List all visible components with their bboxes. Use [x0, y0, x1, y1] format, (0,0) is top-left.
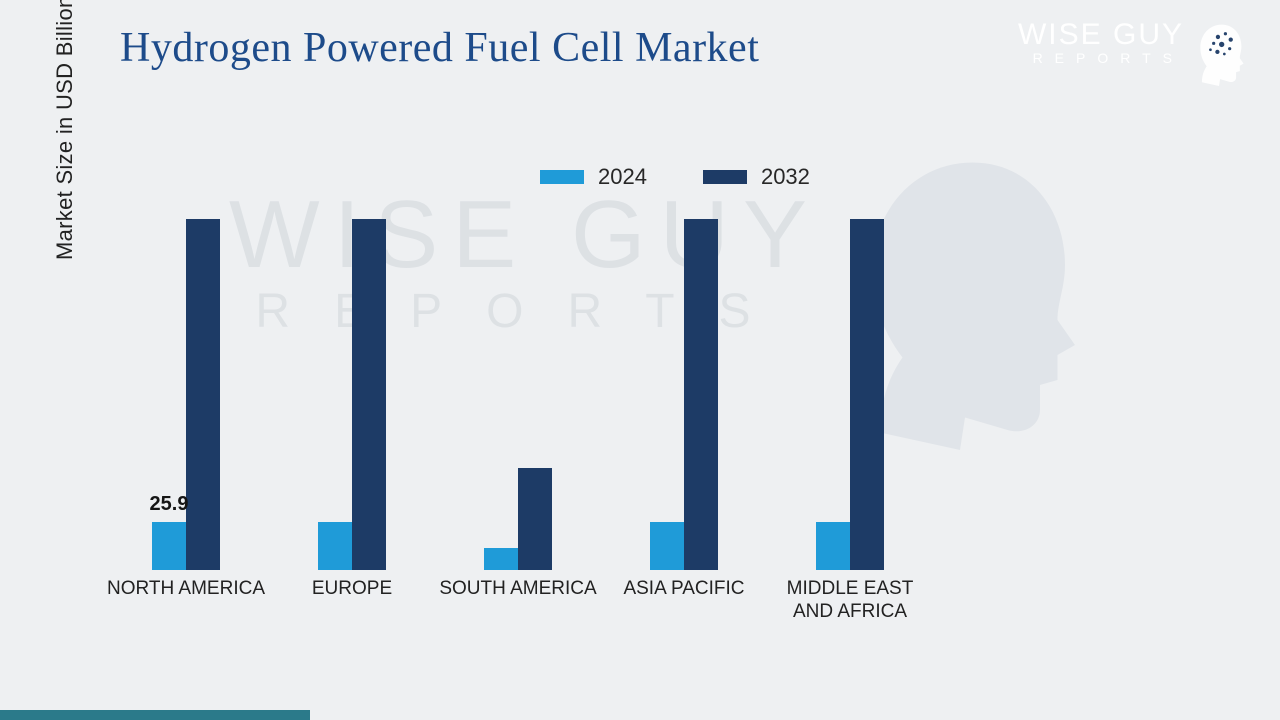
bar-2032-mea	[850, 219, 884, 571]
legend: 2024 2032	[540, 164, 810, 190]
value-label-2024-na: 25.9	[150, 493, 189, 516]
bar-2024-ap	[650, 522, 684, 570]
brand-logo: WISE GUY REPORTS	[998, 18, 1248, 98]
chart-title: Hydrogen Powered Fuel Cell Market	[120, 24, 759, 72]
accent-strip	[0, 710, 310, 720]
x-label-ap: ASIA PACIFIC	[604, 578, 764, 601]
legend-item-2024: 2024	[540, 164, 647, 190]
bar-2024-na	[152, 522, 186, 570]
legend-swatch-2032	[703, 170, 747, 184]
stage: Hydrogen Powered Fuel Cell Market WISE G…	[0, 0, 1280, 720]
legend-item-2032: 2032	[703, 164, 810, 190]
bar-2024-eu	[318, 522, 352, 570]
x-label-sa: SOUTH AMERICA	[438, 578, 598, 601]
bar-2032-sa	[518, 468, 552, 570]
legend-swatch-2024	[540, 170, 584, 184]
bar-2032-eu	[352, 219, 386, 571]
legend-label-2024: 2024	[598, 164, 647, 190]
x-label-eu: EUROPE	[272, 578, 432, 601]
bar-2024-sa	[484, 548, 518, 570]
x-label-na: NORTH AMERICA	[106, 578, 266, 601]
brand-head-icon	[1190, 22, 1248, 86]
bar-2024-mea	[816, 522, 850, 570]
legend-label-2032: 2032	[761, 164, 810, 190]
x-label-mea: MIDDLE EAST AND AFRICA	[770, 578, 930, 624]
y-axis-label: Market Size in USD Billion	[52, 0, 78, 260]
bar-2032-ap	[684, 219, 718, 571]
plot-area: 25.9	[130, 200, 960, 570]
chart-area: 25.9 NORTH AMERICAEUROPESOUTH AMERICAASI…	[130, 200, 960, 570]
bar-2032-na	[186, 219, 220, 571]
